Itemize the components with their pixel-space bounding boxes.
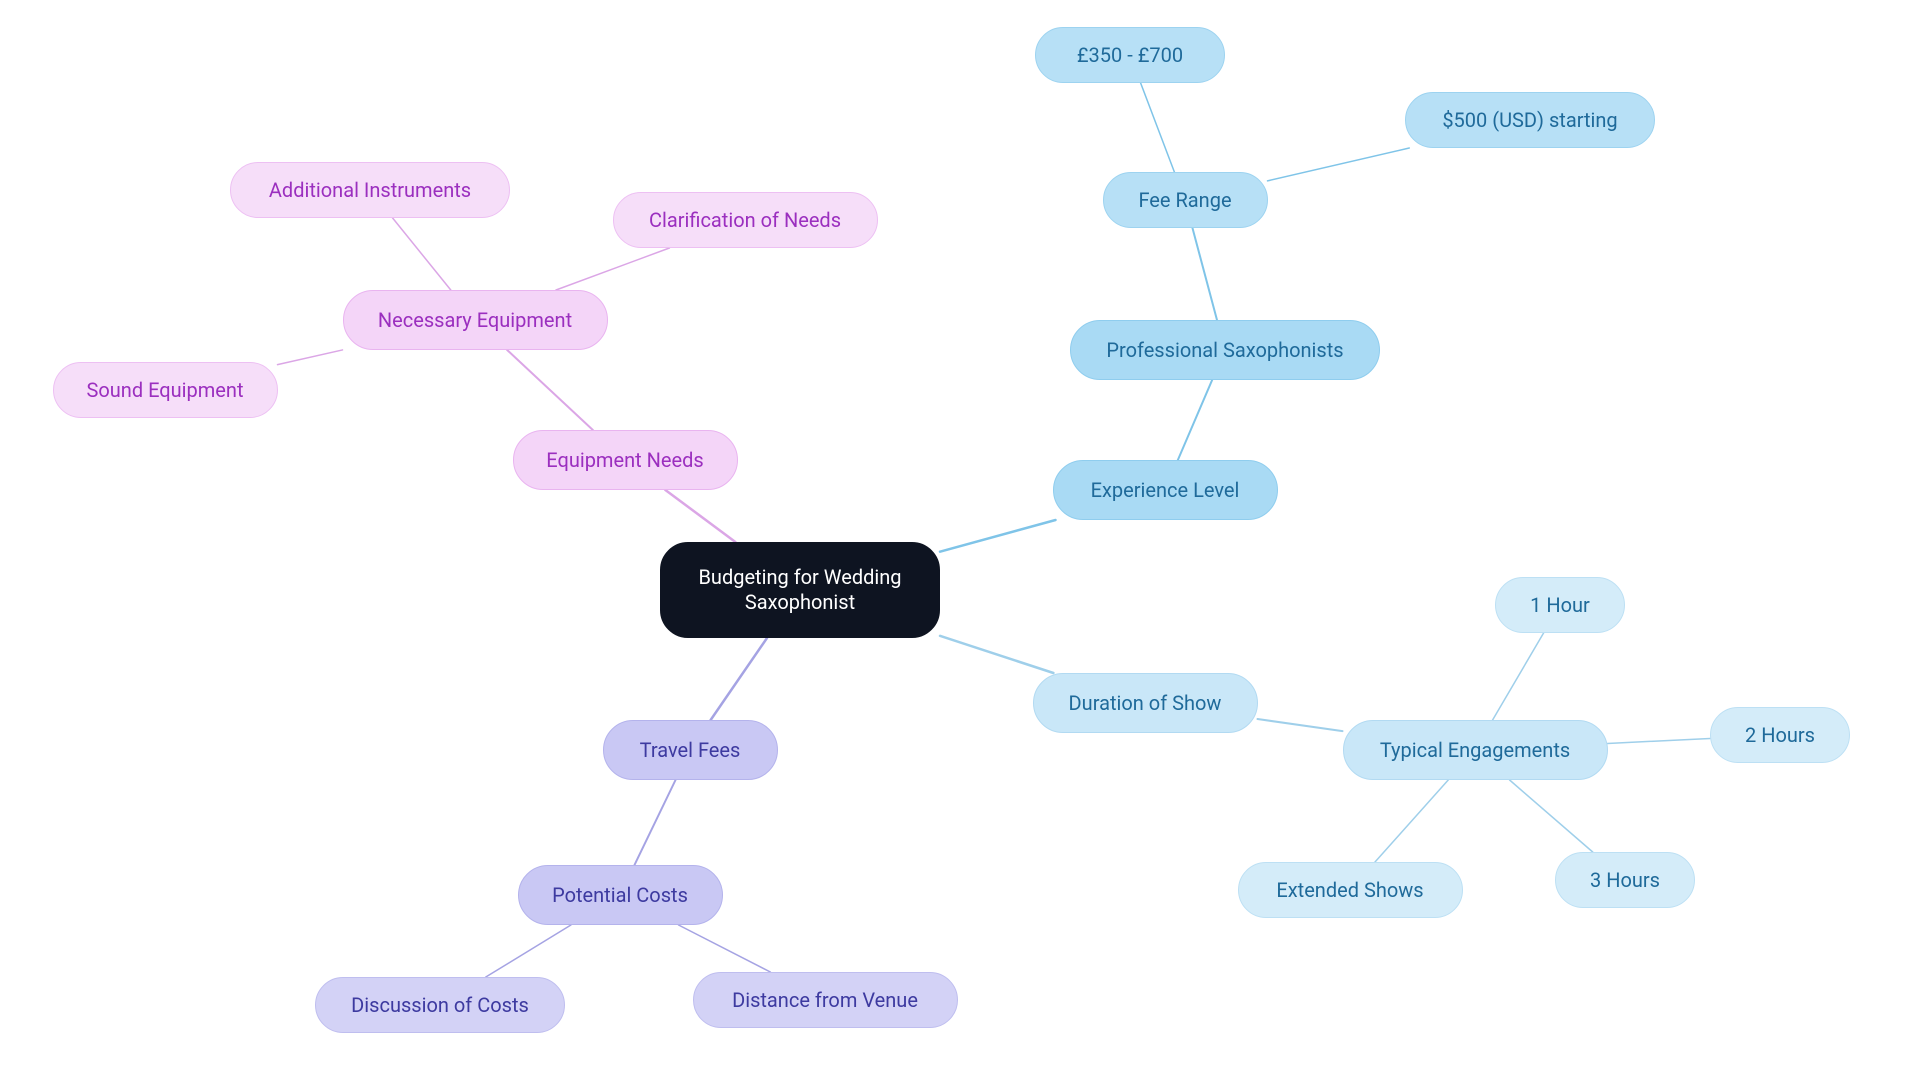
node-clarification_needs: Clarification of Needs — [613, 192, 878, 248]
edge-duration-typical_engagements — [1258, 719, 1343, 731]
node-root: Budgeting for Wedding Saxophonist — [660, 542, 940, 638]
node-fee_gbp: £350 - £700 — [1035, 27, 1225, 83]
node-additional_instruments: Additional Instruments — [230, 162, 510, 218]
edge-typical_engagements-three_hours — [1510, 780, 1593, 852]
node-three_hours: 3 Hours — [1555, 852, 1695, 908]
edge-potential_costs-discussion_costs — [486, 925, 571, 977]
node-two_hours: 2 Hours — [1710, 707, 1850, 763]
node-travel_fees: Travel Fees — [603, 720, 778, 780]
node-professional_sax: Professional Saxophonists — [1070, 320, 1380, 380]
edge-necessary_equipment-additional_instruments — [393, 218, 451, 290]
edge-fee_range-fee_gbp — [1141, 83, 1175, 172]
node-fee_usd: $500 (USD) starting — [1405, 92, 1655, 148]
edge-professional_sax-fee_range — [1192, 228, 1217, 320]
edge-necessary_equipment-clarification_needs — [556, 248, 669, 290]
node-discussion_costs: Discussion of Costs — [315, 977, 565, 1033]
node-sound_equipment: Sound Equipment — [53, 362, 278, 418]
node-extended_shows: Extended Shows — [1238, 862, 1463, 918]
node-equipment_needs: Equipment Needs — [513, 430, 738, 490]
node-typical_engagements: Typical Engagements — [1343, 720, 1608, 780]
edge-typical_engagements-extended_shows — [1375, 780, 1448, 862]
node-one_hour: 1 Hour — [1495, 577, 1625, 633]
edge-root-experience_level — [940, 520, 1056, 552]
edge-typical_engagements-one_hour — [1493, 633, 1544, 720]
edge-root-travel_fees — [711, 638, 767, 720]
node-potential_costs: Potential Costs — [518, 865, 723, 925]
edge-necessary_equipment-sound_equipment — [278, 350, 343, 365]
edge-root-duration — [940, 636, 1053, 673]
edge-potential_costs-distance_venue — [679, 925, 771, 972]
node-fee_range: Fee Range — [1103, 172, 1268, 228]
node-distance_venue: Distance from Venue — [693, 972, 958, 1028]
node-duration: Duration of Show — [1033, 673, 1258, 733]
edge-equipment_needs-necessary_equipment — [507, 350, 593, 430]
edge-root-equipment_needs — [665, 490, 735, 542]
node-experience_level: Experience Level — [1053, 460, 1278, 520]
edge-travel_fees-potential_costs — [634, 780, 675, 865]
edge-typical_engagements-two_hours — [1608, 738, 1711, 743]
edge-fee_range-fee_usd — [1268, 148, 1410, 181]
edge-experience_level-professional_sax — [1178, 380, 1212, 460]
node-necessary_equipment: Necessary Equipment — [343, 290, 608, 350]
mindmap-canvas: Budgeting for Wedding Saxophonist Equipme… — [0, 0, 1920, 1083]
